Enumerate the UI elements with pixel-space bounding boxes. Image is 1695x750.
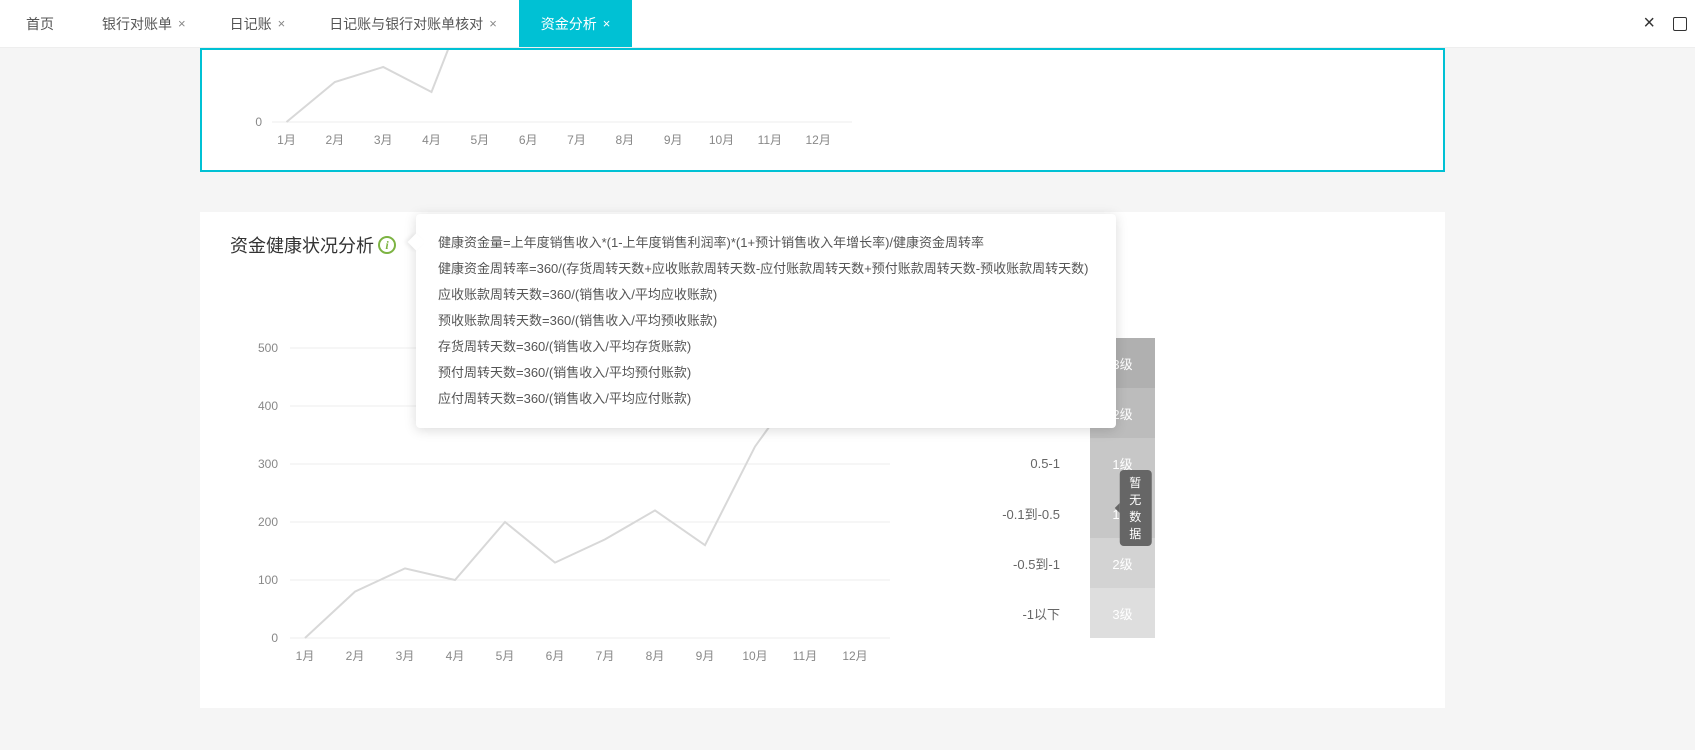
- svg-text:3月: 3月: [396, 649, 415, 663]
- tab-fund-analysis[interactable]: 资金分析 ×: [519, 0, 633, 47]
- close-all-icon[interactable]: ×: [1637, 12, 1661, 35]
- svg-text:200: 200: [258, 515, 278, 529]
- svg-text:400: 400: [258, 399, 278, 413]
- level-row: -0.1到-0.51级暂无数据: [940, 488, 1155, 538]
- svg-text:0: 0: [255, 115, 262, 129]
- svg-text:5月: 5月: [496, 649, 515, 663]
- svg-text:11月: 11月: [758, 133, 782, 147]
- tab-label: 日记账与银行对账单核对: [329, 14, 483, 34]
- level-bar: 1级暂无数据: [1090, 488, 1155, 538]
- level-range-label: 0.5-1: [940, 438, 1090, 488]
- svg-text:500: 500: [258, 341, 278, 355]
- level-row: -1以下3级: [940, 588, 1155, 638]
- top-chart-svg: 0 1月 2月 3月 4月 5月 6月 7月 8月 9月 10月 11月 12月: [222, 50, 862, 150]
- svg-text:5月: 5月: [470, 133, 489, 147]
- no-data-badge: 暂无数据: [1119, 470, 1152, 546]
- close-icon[interactable]: ×: [278, 16, 286, 31]
- tooltip-line: 健康资金量=上年度销售收入*(1-上年度销售利润率)*(1+预计销售收入年增长率…: [438, 230, 1094, 256]
- tab-bank-statement[interactable]: 银行对账单 ×: [80, 0, 208, 47]
- svg-text:4月: 4月: [422, 133, 441, 147]
- section-title: 资金健康状况分析: [230, 232, 374, 258]
- tab-bar: 首页 银行对账单 × 日记账 × 日记账与银行对账单核对 × 资金分析 × ×: [0, 0, 1695, 48]
- svg-text:7月: 7月: [567, 133, 586, 147]
- tab-label: 日记账: [230, 14, 272, 34]
- svg-text:12月: 12月: [805, 133, 830, 147]
- tab-home[interactable]: 首页: [0, 0, 80, 47]
- svg-text:12月: 12月: [842, 649, 867, 663]
- level-range-label: -1以下: [940, 588, 1090, 638]
- info-icon[interactable]: i: [378, 236, 396, 254]
- svg-text:10月: 10月: [742, 649, 767, 663]
- tab-journal[interactable]: 日记账 ×: [208, 0, 308, 47]
- svg-text:6月: 6月: [546, 649, 565, 663]
- level-range-label: -0.5到-1: [940, 538, 1090, 588]
- svg-text:6月: 6月: [519, 133, 538, 147]
- svg-text:3月: 3月: [374, 133, 393, 147]
- svg-text:300: 300: [258, 457, 278, 471]
- svg-text:9月: 9月: [664, 133, 683, 147]
- tab-reconcile[interactable]: 日记账与银行对账单核对 ×: [307, 0, 519, 47]
- close-icon[interactable]: ×: [603, 16, 611, 31]
- svg-text:2月: 2月: [346, 649, 365, 663]
- svg-text:100: 100: [258, 573, 278, 587]
- svg-text:8月: 8月: [646, 649, 665, 663]
- svg-text:8月: 8月: [615, 133, 634, 147]
- top-chart: 0 1月 2月 3月 4月 5月 6月 7月 8月 9月 10月 11月 12月: [222, 50, 1423, 150]
- close-icon[interactable]: ×: [489, 16, 497, 31]
- health-analysis-card: 资金健康状况分析 i 健康资金量=上年度销售收入*(1-上年度销售利润率)*(1…: [200, 212, 1445, 708]
- svg-text:1月: 1月: [296, 649, 315, 663]
- top-chart-card: 0 1月 2月 3月 4月 5月 6月 7月 8月 9月 10月 11月 12月: [200, 48, 1445, 172]
- fullscreen-icon[interactable]: [1673, 17, 1687, 31]
- tab-label: 资金分析: [541, 14, 597, 34]
- svg-text:10月: 10月: [709, 133, 734, 147]
- tab-label: 银行对账单: [102, 14, 172, 34]
- level-range-label: -0.1到-0.5: [940, 488, 1090, 538]
- svg-text:9月: 9月: [696, 649, 715, 663]
- svg-text:4月: 4月: [446, 649, 465, 663]
- tooltip-line: 健康资金周转率=360/(存货周转天数+应收账款周转天数-应付账款周转天数+预付…: [438, 256, 1094, 282]
- svg-text:2月: 2月: [325, 133, 344, 147]
- tooltip-line: 预收账款周转天数=360/(销售收入/平均预收账款): [438, 308, 1094, 334]
- svg-text:7月: 7月: [596, 649, 615, 663]
- tab-label: 首页: [26, 14, 54, 34]
- tooltip-line: 应收账款周转天数=360/(销售收入/平均应收账款): [438, 282, 1094, 308]
- tooltip-line: 存货周转天数=360/(销售收入/平均存货账款): [438, 334, 1094, 360]
- close-icon[interactable]: ×: [178, 16, 186, 31]
- level-bar: 3级: [1090, 588, 1155, 638]
- tooltip-line: 应付周转天数=360/(销售收入/平均应付账款): [438, 386, 1094, 412]
- svg-text:1月: 1月: [277, 133, 296, 147]
- tooltip-line: 预付周转天数=360/(销售收入/平均预付账款): [438, 360, 1094, 386]
- svg-text:11月: 11月: [793, 649, 817, 663]
- svg-text:0: 0: [271, 631, 278, 645]
- formula-tooltip: 健康资金量=上年度销售收入*(1-上年度销售利润率)*(1+预计销售收入年增长率…: [416, 214, 1116, 428]
